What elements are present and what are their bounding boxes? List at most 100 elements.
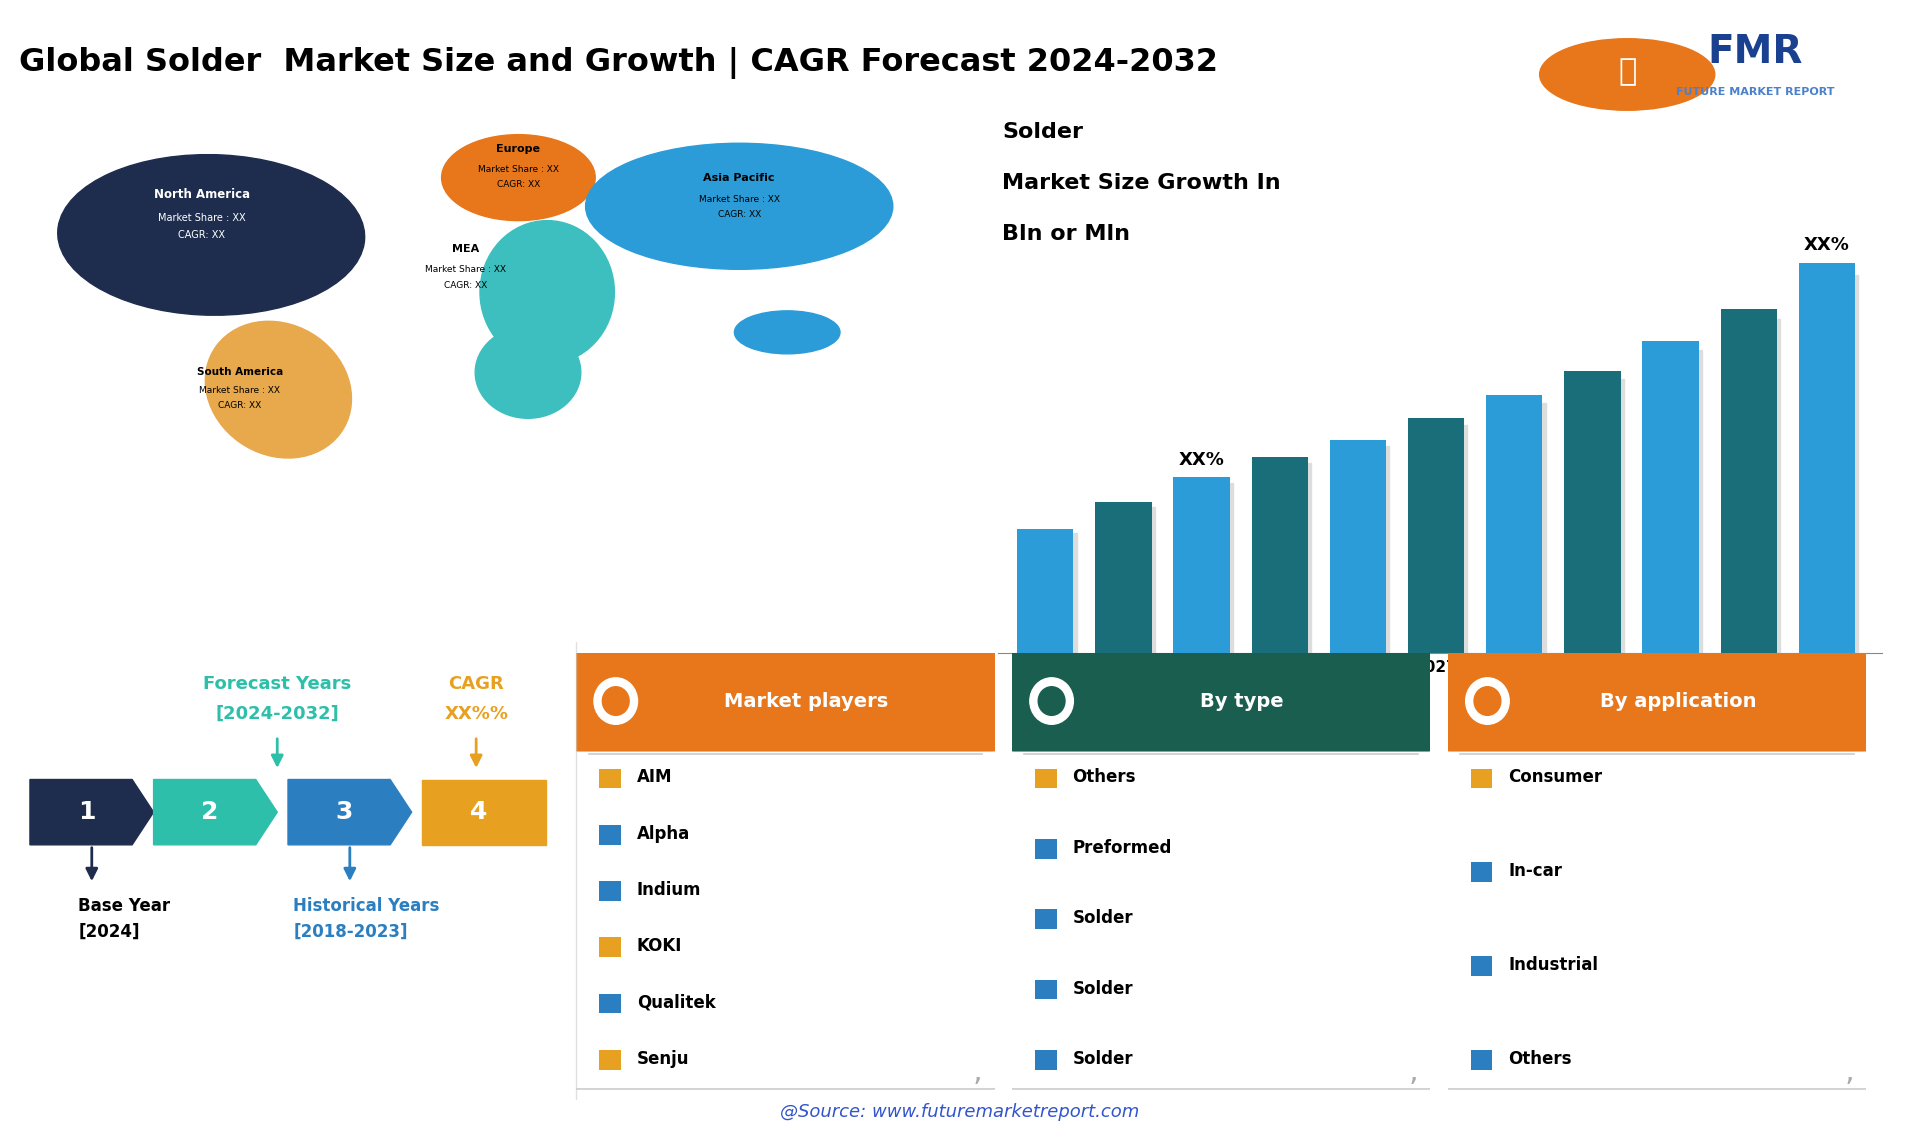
FancyBboxPatch shape <box>1471 1050 1492 1069</box>
Text: Global Solder  Market Size and Growth | CAGR Forecast 2024-2032: Global Solder Market Size and Growth | C… <box>19 47 1217 79</box>
Text: 4: 4 <box>470 800 488 824</box>
Text: Industrial: Industrial <box>1509 956 1597 974</box>
Circle shape <box>1465 677 1509 724</box>
FancyBboxPatch shape <box>1471 769 1492 788</box>
Text: Market Share : XX: Market Share : XX <box>699 195 780 204</box>
Circle shape <box>593 677 637 724</box>
Bar <box>1073 533 1077 653</box>
Bar <box>1720 308 1776 653</box>
Text: Solder: Solder <box>1073 1050 1133 1068</box>
Text: Market Share : XX: Market Share : XX <box>424 265 507 274</box>
Text: Solder: Solder <box>1002 123 1083 142</box>
Circle shape <box>1475 686 1501 715</box>
Bar <box>1252 457 1308 653</box>
Text: MEA: MEA <box>451 244 480 254</box>
Ellipse shape <box>205 321 351 458</box>
Bar <box>1308 463 1311 653</box>
Text: XX%: XX% <box>1179 450 1225 469</box>
FancyBboxPatch shape <box>1471 956 1492 976</box>
Text: By application: By application <box>1599 692 1757 711</box>
Text: Asia Pacific: Asia Pacific <box>703 173 776 182</box>
Text: ,: , <box>973 1057 983 1085</box>
Text: Solder: Solder <box>1073 909 1133 927</box>
Circle shape <box>1029 677 1073 724</box>
Text: CAGR: XX: CAGR: XX <box>179 230 225 240</box>
FancyBboxPatch shape <box>599 881 620 901</box>
Text: In-car: In-car <box>1509 862 1563 880</box>
FancyBboxPatch shape <box>1438 651 1876 752</box>
Bar <box>1018 529 1073 653</box>
Bar <box>1465 425 1467 653</box>
Text: Base Year: Base Year <box>79 897 171 915</box>
Bar <box>1173 477 1229 653</box>
Bar <box>1642 342 1699 653</box>
FancyBboxPatch shape <box>599 937 620 957</box>
Text: Solder: Solder <box>1073 980 1133 998</box>
Text: Bln or Mln: Bln or Mln <box>1002 223 1131 244</box>
FancyBboxPatch shape <box>1002 651 1440 752</box>
Bar <box>1542 403 1546 653</box>
Text: Indium: Indium <box>637 881 701 900</box>
Text: Preformed: Preformed <box>1073 839 1171 857</box>
Text: Market Size Growth In: Market Size Growth In <box>1002 173 1281 194</box>
FancyBboxPatch shape <box>1035 1050 1056 1069</box>
Bar <box>1152 507 1154 653</box>
Text: Others: Others <box>1509 1050 1572 1068</box>
Circle shape <box>603 686 630 715</box>
Bar <box>1486 395 1542 653</box>
FancyBboxPatch shape <box>599 825 620 845</box>
Text: FUTURE MARKET REPORT: FUTURE MARKET REPORT <box>1676 87 1834 97</box>
Text: CAGR: XX: CAGR: XX <box>219 401 261 410</box>
Text: Market Share : XX: Market Share : XX <box>200 386 280 395</box>
Bar <box>1565 370 1620 653</box>
Text: 1: 1 <box>77 800 96 824</box>
Bar <box>1699 351 1701 653</box>
Ellipse shape <box>735 311 841 354</box>
Bar <box>1094 502 1152 653</box>
Text: South America: South America <box>198 368 282 377</box>
Text: [2024]: [2024] <box>79 923 140 941</box>
Text: North America: North America <box>154 188 250 202</box>
Text: Market Share : XX: Market Share : XX <box>478 165 559 173</box>
Text: 2: 2 <box>202 800 219 824</box>
Text: XX%%: XX%% <box>444 705 509 723</box>
Bar <box>1386 447 1390 653</box>
Ellipse shape <box>476 327 580 418</box>
Bar <box>1407 418 1465 653</box>
FancyBboxPatch shape <box>1008 740 1434 1089</box>
Text: 🔭: 🔭 <box>1619 57 1636 86</box>
Text: Senju: Senju <box>637 1050 689 1068</box>
Text: Forecast Years: Forecast Years <box>204 675 351 692</box>
FancyBboxPatch shape <box>1471 863 1492 882</box>
Bar <box>1855 275 1859 653</box>
Text: Market Share : XX: Market Share : XX <box>157 213 246 222</box>
Text: 3: 3 <box>336 800 353 824</box>
Circle shape <box>1540 39 1715 110</box>
Ellipse shape <box>442 134 595 220</box>
Bar <box>1229 482 1233 653</box>
Text: CAGR: XX: CAGR: XX <box>718 211 760 219</box>
FancyBboxPatch shape <box>1035 769 1056 788</box>
Bar <box>1620 379 1624 653</box>
Text: Qualitek: Qualitek <box>637 994 716 1012</box>
Circle shape <box>1039 686 1066 715</box>
Text: KOKI: KOKI <box>637 937 682 956</box>
Text: XX%: XX% <box>1805 236 1849 254</box>
Text: Alpha: Alpha <box>637 825 689 842</box>
Text: @Source: www.futuremarketreport.com: @Source: www.futuremarketreport.com <box>780 1102 1140 1121</box>
Text: ,: , <box>1845 1057 1855 1085</box>
Bar <box>1776 319 1780 653</box>
Ellipse shape <box>480 220 614 364</box>
FancyBboxPatch shape <box>566 651 1004 752</box>
Bar <box>1331 440 1386 653</box>
FancyBboxPatch shape <box>599 1050 620 1069</box>
Polygon shape <box>288 779 411 845</box>
Text: Europe: Europe <box>497 144 540 154</box>
Text: Market players: Market players <box>724 692 889 711</box>
Ellipse shape <box>58 155 365 315</box>
FancyBboxPatch shape <box>599 994 620 1013</box>
FancyBboxPatch shape <box>572 740 998 1089</box>
FancyBboxPatch shape <box>1444 740 1870 1089</box>
Polygon shape <box>31 779 154 845</box>
FancyBboxPatch shape <box>599 769 620 788</box>
